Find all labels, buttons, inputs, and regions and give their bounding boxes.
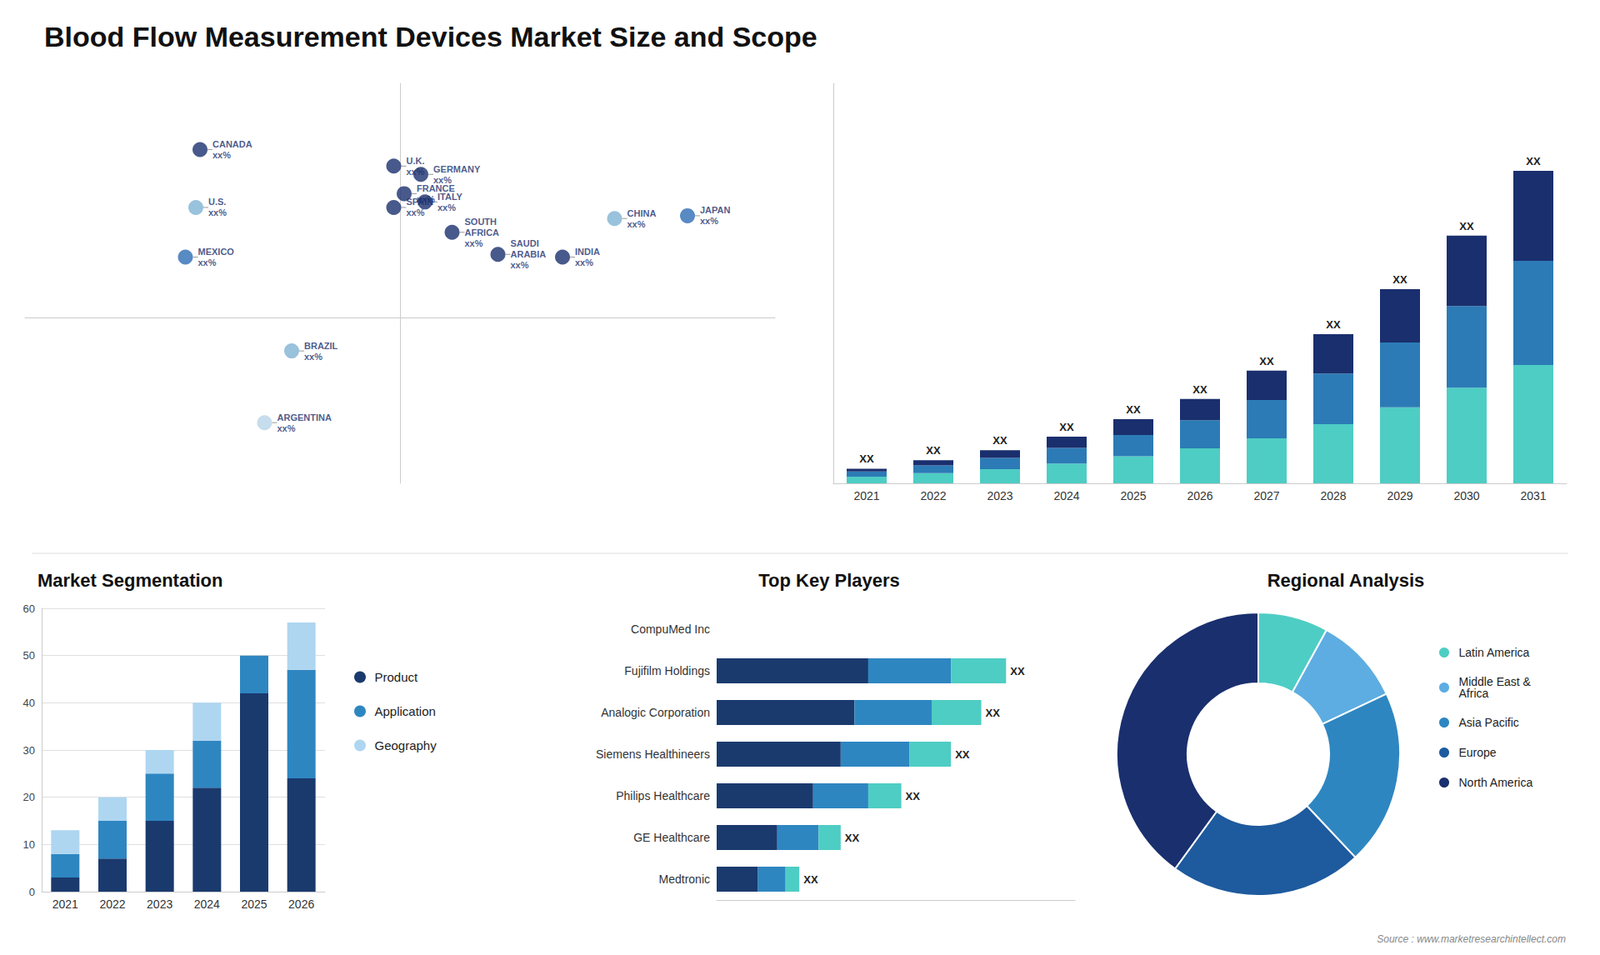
svg-text:Fujifilm Holdings: Fujifilm Holdings <box>624 664 710 678</box>
svg-text:2029: 2029 <box>1386 489 1413 503</box>
svg-text:XX: XX <box>1459 220 1475 233</box>
svg-text:2021: 2021 <box>853 489 880 503</box>
svg-text:30: 30 <box>23 744 35 757</box>
svg-text:SPAIN: SPAIN <box>406 196 435 207</box>
svg-text:xx%: xx% <box>510 260 530 270</box>
svg-text:XX: XX <box>803 873 819 886</box>
svg-text:XX: XX <box>1059 420 1075 434</box>
svg-text:Siemens Healthineers: Siemens Healthineers <box>595 747 710 761</box>
svg-text:XX: XX <box>859 452 875 465</box>
svg-text:Philips Healthcare: Philips Healthcare <box>615 789 710 803</box>
svg-text:20: 20 <box>23 790 35 804</box>
svg-text:Asia Pacific: Asia Pacific <box>1459 715 1520 730</box>
svg-text:JAPAN: JAPAN <box>700 205 731 215</box>
svg-text:xx%: xx% <box>212 150 231 160</box>
svg-text:10: 10 <box>23 838 35 851</box>
svg-text:MEXICO: MEXICO <box>198 246 235 257</box>
svg-text:xx%: xx% <box>406 207 425 218</box>
svg-text:2021: 2021 <box>52 897 79 911</box>
svg-text:2026: 2026 <box>288 897 315 911</box>
svg-text:2022: 2022 <box>99 897 125 911</box>
svg-text:2028: 2028 <box>1320 489 1346 503</box>
svg-text:Blood Flow Measurement Devices: Blood Flow Measurement Devices Market Si… <box>44 20 818 53</box>
svg-text:2024: 2024 <box>194 897 220 911</box>
svg-text:Application: Application <box>375 704 436 719</box>
svg-text:Medtronic: Medtronic <box>659 872 710 886</box>
svg-text:Middle East &: Middle East & <box>1458 675 1531 689</box>
svg-text:40: 40 <box>23 696 35 710</box>
svg-text:50: 50 <box>23 649 35 662</box>
svg-text:GE Healthcare: GE Healthcare <box>633 830 710 845</box>
svg-text:2023: 2023 <box>146 897 173 911</box>
svg-text:ARGENTINA: ARGENTINA <box>277 412 332 423</box>
svg-text:XX: XX <box>1525 155 1541 168</box>
svg-text:2025: 2025 <box>1120 489 1146 503</box>
svg-text:North America: North America <box>1459 775 1534 790</box>
svg-text:XX: XX <box>1010 665 1025 678</box>
svg-text:Analogic Corporation: Analogic Corporation <box>600 705 710 720</box>
svg-text:XX: XX <box>1259 355 1275 368</box>
svg-text:XX: XX <box>845 831 860 845</box>
svg-text:CompuMed Inc: CompuMed Inc <box>630 622 710 636</box>
svg-text:Regional Analysis: Regional Analysis <box>1267 570 1425 591</box>
svg-text:Geography: Geography <box>375 738 438 753</box>
svg-text:2024: 2024 <box>1053 489 1080 503</box>
svg-text:2025: 2025 <box>240 897 267 911</box>
svg-text:Africa: Africa <box>1459 686 1490 700</box>
svg-text:INDIA: INDIA <box>575 246 600 257</box>
svg-text:xx%: xx% <box>700 215 719 226</box>
svg-text:xx%: xx% <box>437 202 456 213</box>
svg-text:U.S.: U.S. <box>208 196 226 207</box>
svg-text:2027: 2027 <box>1253 489 1280 503</box>
svg-text:XX: XX <box>1325 318 1341 331</box>
svg-text:xx%: xx% <box>627 219 646 230</box>
svg-text:U.K.: U.K. <box>406 155 425 166</box>
svg-text:xx%: xx% <box>277 423 296 434</box>
svg-text:XX: XX <box>1192 383 1208 396</box>
svg-text:ITALY: ITALY <box>437 191 464 202</box>
svg-text:0: 0 <box>29 885 35 899</box>
svg-text:Market Segmentation: Market Segmentation <box>37 570 224 591</box>
svg-text:Europe: Europe <box>1459 745 1497 760</box>
svg-text:BRAZIL: BRAZIL <box>304 340 339 351</box>
svg-text:XX: XX <box>905 790 921 803</box>
svg-text:xx%: xx% <box>433 175 452 185</box>
svg-text:2022: 2022 <box>920 489 946 503</box>
svg-text:XX: XX <box>992 434 1008 447</box>
svg-text:GERMANY: GERMANY <box>433 164 481 175</box>
svg-text:60: 60 <box>23 602 35 615</box>
svg-text:FRANCE: FRANCE <box>416 183 455 194</box>
svg-text:Latin America: Latin America <box>1459 645 1530 660</box>
svg-text:Product: Product <box>375 670 420 685</box>
svg-text:xx%: xx% <box>406 166 425 177</box>
svg-text:2031: 2031 <box>1520 489 1546 503</box>
svg-text:xx%: xx% <box>575 257 594 268</box>
svg-text:2026: 2026 <box>1186 489 1213 503</box>
svg-text:Top Key Players: Top Key Players <box>758 570 900 591</box>
svg-text:SAUDI: SAUDI <box>510 238 540 249</box>
svg-text:CANADA: CANADA <box>212 139 253 150</box>
svg-text:XX: XX <box>1392 273 1408 286</box>
svg-text:XX: XX <box>985 706 1001 720</box>
svg-text:2023: 2023 <box>986 489 1013 503</box>
svg-text:XX: XX <box>1125 403 1141 416</box>
svg-text:xx%: xx% <box>465 238 484 249</box>
svg-text:Source : www.marketresearchint: Source : www.marketresearchintellect.com <box>1376 933 1566 945</box>
svg-text:ARABIA: ARABIA <box>510 249 547 260</box>
svg-text:XX: XX <box>955 748 970 761</box>
svg-text:CHINA: CHINA <box>627 208 657 219</box>
svg-text:SOUTH: SOUTH <box>465 216 498 227</box>
svg-text:xx%: xx% <box>208 207 227 218</box>
svg-text:AFRICA: AFRICA <box>465 227 500 238</box>
svg-text:XX: XX <box>925 444 941 457</box>
svg-text:xx%: xx% <box>198 257 217 268</box>
svg-text:xx%: xx% <box>304 351 323 362</box>
svg-text:2030: 2030 <box>1453 489 1480 503</box>
